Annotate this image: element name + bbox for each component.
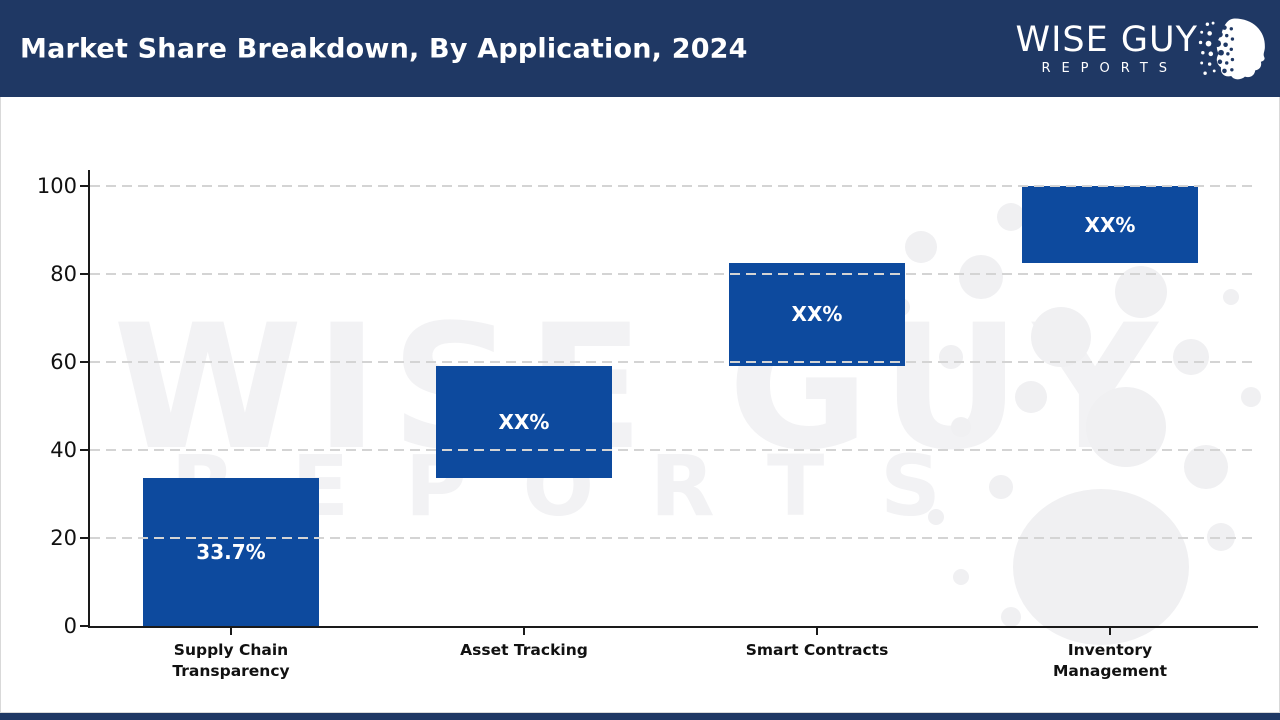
- wise-guy-logo: WISE GUY REPORTS: [1015, 6, 1270, 92]
- bar-value-label-smart-contracts: XX%: [791, 302, 843, 327]
- bar-value-label-supply-chain-transparency: 33.7%: [196, 539, 266, 564]
- category-label-asset-tracking: Asset Tracking: [460, 641, 588, 659]
- bar-inventory-management: XX%: [1022, 186, 1198, 263]
- y-tick-mark-0: [80, 625, 88, 627]
- logo-face-icon: [1198, 18, 1265, 80]
- y-tick-label-80: 80: [50, 262, 77, 286]
- y-tick-label-20: 20: [50, 526, 77, 550]
- plot-region: 0 20 40 60 80 100 33.7% Supply Chain Transparen…: [1, 97, 1279, 712]
- y-axis-line: [88, 170, 90, 628]
- gridline-80: [90, 273, 1256, 275]
- category-label-inventory-management: Inventory Management: [1052, 641, 1168, 680]
- category-label-supply-chain-transparency: Supply Chain Transparency: [172, 641, 290, 680]
- bar-asset-tracking: XX%: [436, 365, 612, 478]
- y-tick-label-100: 100: [36, 174, 77, 198]
- y-tick-mark-40: [80, 449, 88, 451]
- y-tick-mark-20: [80, 537, 88, 539]
- gridline-40: [90, 449, 1256, 451]
- bar-value-label-inventory-management: XX%: [1084, 212, 1136, 237]
- x-tick-mark-smart-contracts: [816, 628, 818, 635]
- page-title: Market Share Breakdown, By Application, …: [20, 33, 748, 64]
- y-tick-mark-60: [80, 361, 88, 363]
- y-tick-mark-100: [80, 185, 88, 187]
- x-axis-line: [88, 626, 1258, 628]
- bar-supply-chain-transparency: 33.7%: [143, 477, 319, 626]
- gridline-100: [90, 185, 1256, 187]
- gridline-60: [90, 361, 1256, 363]
- x-tick-mark-asset-tracking: [523, 628, 525, 635]
- footer-accent-bar: [0, 713, 1280, 720]
- y-tick-label-0: 0: [63, 614, 77, 638]
- bar-smart-contracts: XX%: [729, 263, 905, 366]
- watermark-wordmark: WISE GUY: [113, 287, 1170, 488]
- gridline-20: [90, 537, 1256, 539]
- header-bar: Market Share Breakdown, By Application, …: [0, 0, 1280, 97]
- chart-area: WISE GUY REPORTS 0 20 40 60 80 100 33.7% Supply…: [0, 97, 1280, 713]
- bar-value-label-asset-tracking: XX%: [498, 409, 550, 434]
- y-tick-label-40: 40: [50, 438, 77, 462]
- y-tick-label-60: 60: [50, 350, 77, 374]
- logo-subtitle: REPORTS: [1041, 61, 1179, 76]
- logo-text: WISE GUY REPORTS: [1015, 20, 1198, 76]
- y-tick-mark-80: [80, 273, 88, 275]
- logo-wordmark: WISE GUY: [1015, 20, 1198, 60]
- category-label-smart-contracts: Smart Contracts: [745, 641, 889, 659]
- x-tick-mark-inventory-management: [1109, 628, 1111, 635]
- x-tick-mark-supply-chain-transparency: [230, 628, 232, 635]
